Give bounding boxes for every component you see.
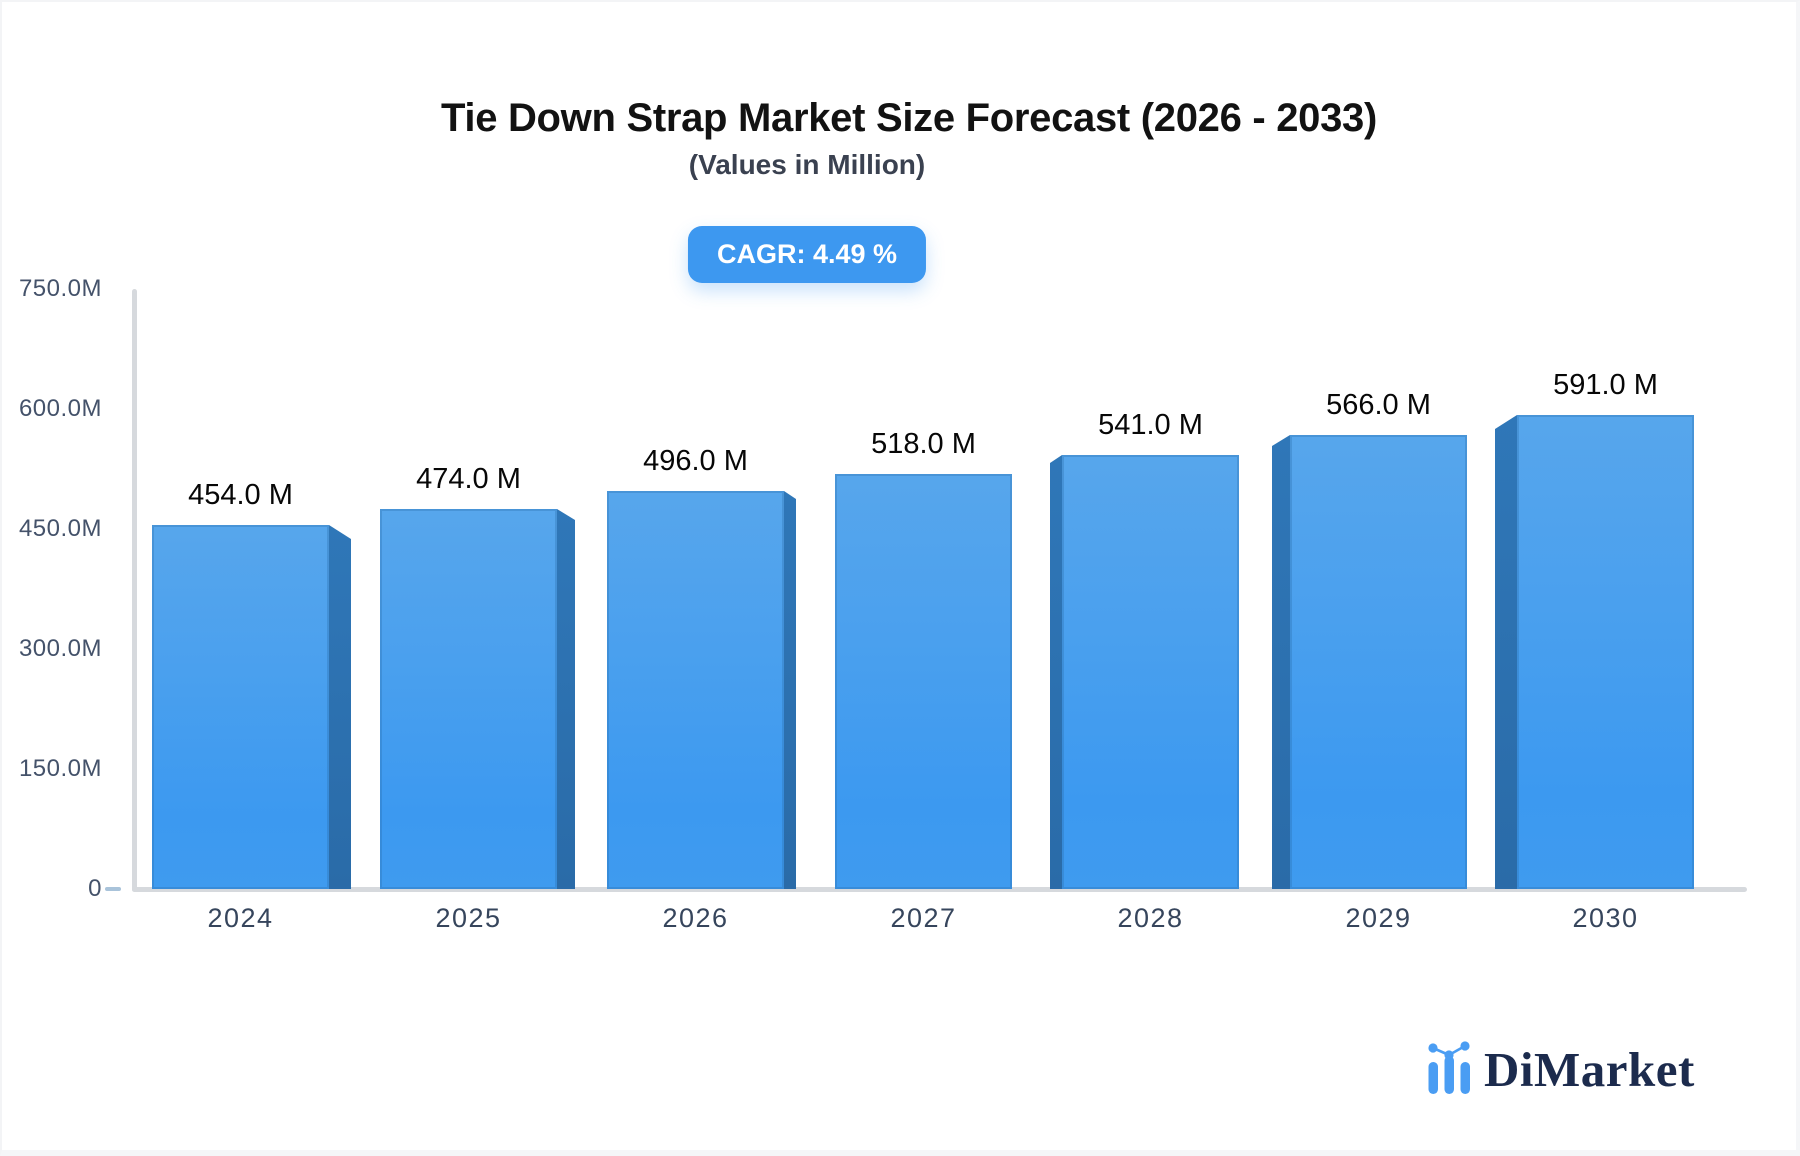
bar-2028[interactable] bbox=[1062, 455, 1239, 889]
bar-2029[interactable] bbox=[1290, 435, 1467, 889]
x-axis-label-2030: 2030 bbox=[1572, 903, 1639, 933]
logo-wordmark: DiMarket bbox=[1484, 1042, 1695, 1097]
bar-2025[interactable] bbox=[380, 509, 557, 889]
dimarket-logo: DiMarket bbox=[1426, 1040, 1695, 1094]
y-axis-label-750.0M: 750.0M bbox=[18, 275, 102, 302]
cagr-badge: CAGR: 4.49 % bbox=[687, 226, 927, 283]
y-axis-line bbox=[132, 289, 137, 892]
bar-value-label-2028: 541.0 M bbox=[1098, 409, 1203, 441]
bar-2030[interactable] bbox=[1517, 415, 1694, 889]
bar-value-label-2027: 518.0 M bbox=[871, 428, 976, 460]
bar-2030-side-face bbox=[1495, 415, 1517, 889]
bar-2024-side-face bbox=[329, 525, 351, 889]
bar-2026[interactable] bbox=[607, 491, 784, 889]
bar-2028-side-face bbox=[1050, 455, 1062, 889]
bar-2025-side-face bbox=[557, 509, 575, 889]
x-axis-label-2026: 2026 bbox=[662, 903, 729, 933]
x-axis-label-2029: 2029 bbox=[1345, 903, 1412, 933]
bar-2026-side-face bbox=[784, 491, 796, 889]
y-axis-label-150.0M: 150.0M bbox=[18, 755, 102, 782]
dimarket-bar-chart-icon bbox=[1428, 1041, 1470, 1094]
bar-2029-side-face bbox=[1272, 435, 1290, 889]
bar-value-label-2024: 454.0 M bbox=[188, 479, 293, 511]
bar-2024[interactable] bbox=[152, 525, 329, 889]
y-axis-label-0: 0 bbox=[88, 875, 102, 902]
y-axis-label-300.0M: 300.0M bbox=[18, 635, 102, 662]
bar-value-label-2025: 474.0 M bbox=[416, 463, 521, 495]
zero-tick-mark bbox=[105, 887, 121, 891]
y-axis-label-600.0M: 600.0M bbox=[18, 395, 102, 422]
chart-subtitle: (Values in Million) bbox=[688, 149, 926, 180]
x-axis-label-2028: 2028 bbox=[1117, 903, 1184, 933]
x-axis-line bbox=[132, 887, 1747, 892]
x-axis-label-2024: 2024 bbox=[207, 903, 274, 933]
x-axis-label-2027: 2027 bbox=[890, 903, 957, 933]
y-axis-label-450.0M: 450.0M bbox=[18, 515, 102, 542]
bar-value-label-2026: 496.0 M bbox=[643, 445, 748, 477]
chart-title: Tie Down Strap Market Size Forecast (202… bbox=[440, 96, 1378, 140]
bar-value-label-2030: 591.0 M bbox=[1553, 369, 1658, 401]
x-axis-label-2025: 2025 bbox=[435, 903, 502, 933]
bar-value-label-2029: 566.0 M bbox=[1326, 389, 1431, 421]
bar-2027[interactable] bbox=[835, 474, 1012, 889]
